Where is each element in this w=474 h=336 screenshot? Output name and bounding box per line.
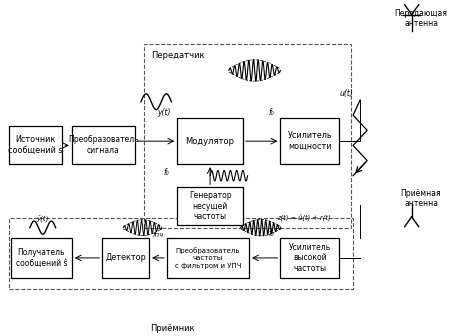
Text: f₀: f₀ <box>269 109 274 118</box>
Text: ŷ(t): ŷ(t) <box>36 215 49 222</box>
Bar <box>11 238 72 278</box>
Text: Генератор
несущей
частоты: Генератор несущей частоты <box>189 191 231 221</box>
Text: Модулятор: Модулятор <box>186 137 235 146</box>
Text: Преобразователь
частоты
с фильтром и УПЧ: Преобразователь частоты с фильтром и УПЧ <box>175 247 241 268</box>
Bar <box>281 238 339 278</box>
Text: f₀: f₀ <box>163 168 169 177</box>
Text: Передатчик: Передатчик <box>152 51 205 60</box>
Text: Приёмная
антенна: Приёмная антенна <box>401 189 441 208</box>
Text: z(t) = û(t) + r(t): z(t) = û(t) + r(t) <box>277 215 331 222</box>
Bar <box>145 44 351 228</box>
Bar <box>177 187 243 225</box>
Text: Приёмник: Приёмник <box>150 324 195 333</box>
Bar <box>177 118 243 164</box>
Text: Усилитель
мощности: Усилитель мощности <box>287 131 332 151</box>
Text: Источник
сообщений s: Источник сообщений s <box>8 135 63 155</box>
Bar <box>9 218 353 289</box>
Bar <box>281 118 339 164</box>
Text: f₀: f₀ <box>269 228 274 238</box>
Text: Получатель
сообщений ŝ: Получатель сообщений ŝ <box>16 248 67 268</box>
Bar <box>9 126 63 164</box>
Text: Усилитель
высокой
частоты: Усилитель высокой частоты <box>289 243 331 273</box>
Bar <box>72 126 135 164</box>
Text: Передающая
антенна: Передающая антенна <box>395 9 447 28</box>
Text: u(t): u(t) <box>339 89 353 98</box>
Text: fпч: fпч <box>153 232 164 238</box>
Text: Преобразователь
сигнала: Преобразователь сигнала <box>68 135 139 155</box>
Bar <box>102 238 149 278</box>
Bar <box>167 238 249 278</box>
Text: Детектор: Детектор <box>105 253 146 262</box>
Text: y(t): y(t) <box>157 109 171 118</box>
